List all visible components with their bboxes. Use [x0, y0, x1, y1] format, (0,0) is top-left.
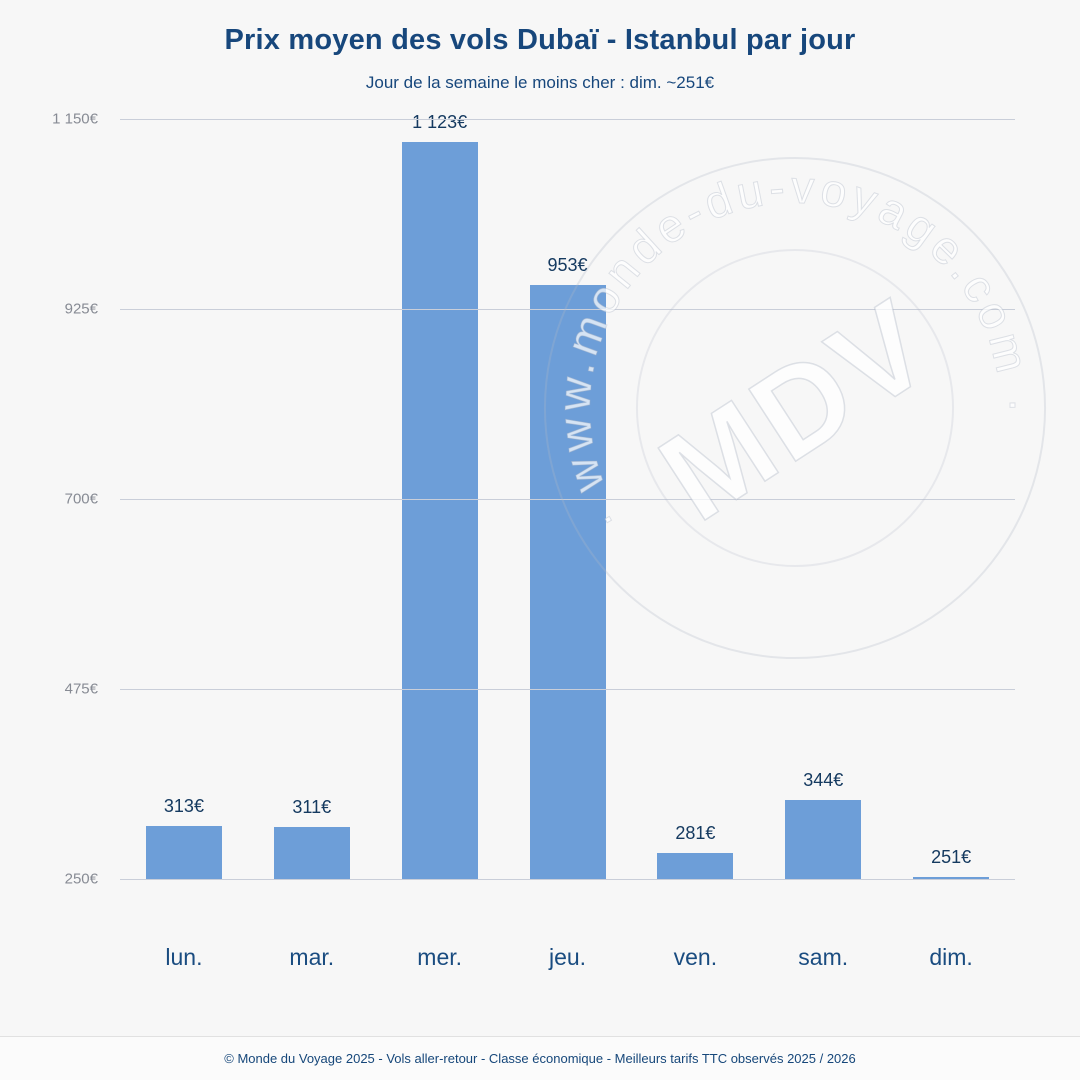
bar[interactable] [145, 826, 222, 879]
bar-value-label: 313€ [163, 796, 204, 816]
bar-column: 311€ [248, 797, 376, 879]
chart-title: Prix moyen des vols Dubaï - Istanbul par… [224, 24, 856, 56]
bar-value-label: 311€ [292, 797, 332, 817]
x-axis-label: jeu. [548, 944, 587, 970]
bar-column: 953€ [504, 255, 632, 879]
x-axis-label: mer. [417, 944, 463, 970]
y-axis-tick-label: 700€ [64, 490, 98, 508]
bar-column: 344€ [759, 770, 887, 879]
gridline [120, 879, 1015, 880]
plot-area: 313€ 311€ 1 123€ 953€ 281€ 344€ 251€ [120, 112, 1015, 880]
bar-column: 251€ [887, 847, 1015, 879]
y-axis-tick-label: 250€ [64, 870, 98, 888]
bar-value-label: 281€ [675, 823, 716, 843]
x-axis-label: lun. [165, 944, 203, 970]
x-axis-label: mar. [289, 944, 335, 970]
bar-value-label: 251€ [931, 847, 972, 867]
bar-column: 1 123€ [376, 112, 504, 879]
gridline [120, 309, 1015, 310]
x-axis-label: dim. [929, 944, 973, 970]
bar-value-label: 344€ [803, 770, 844, 790]
x-axis: lun. mar. mer. jeu. ven. sam. dim. [120, 944, 1015, 971]
bar-value-label: 953€ [547, 255, 588, 275]
bar-column: 313€ [120, 796, 248, 879]
bar[interactable] [785, 800, 862, 879]
y-axis: 250€ 475€ 700€ 925€ 1 150€ [0, 111, 110, 888]
bar[interactable] [273, 827, 350, 879]
y-axis-tick-label: 475€ [64, 680, 98, 698]
bar[interactable] [657, 853, 734, 879]
bar-value-label: 1 123€ [412, 112, 468, 132]
gridline [120, 499, 1015, 500]
bar[interactable] [913, 877, 990, 879]
bars-row: 313€ 311€ 1 123€ 953€ 281€ 344€ 251€ [120, 112, 1015, 879]
chart-subtitle: Jour de la semaine le moins cher : dim. … [365, 73, 715, 92]
footer-bar: © Monde du Voyage 2025 - Vols aller-reto… [0, 1036, 1080, 1080]
bar-column: 281€ [631, 823, 759, 879]
bar[interactable] [529, 285, 606, 879]
footer-text: © Monde du Voyage 2025 - Vols aller-reto… [224, 1051, 856, 1066]
y-axis-tick-label: 1 150€ [52, 110, 98, 128]
gridline [120, 119, 1015, 120]
chart-header: Prix moyen des vols Dubaï - Istanbul par… [0, 24, 1080, 93]
x-axis-label: sam. [798, 944, 849, 970]
bar[interactable] [401, 142, 478, 879]
x-axis-label: ven. [673, 944, 718, 970]
y-axis-tick-label: 925€ [64, 300, 98, 318]
gridline [120, 689, 1015, 690]
